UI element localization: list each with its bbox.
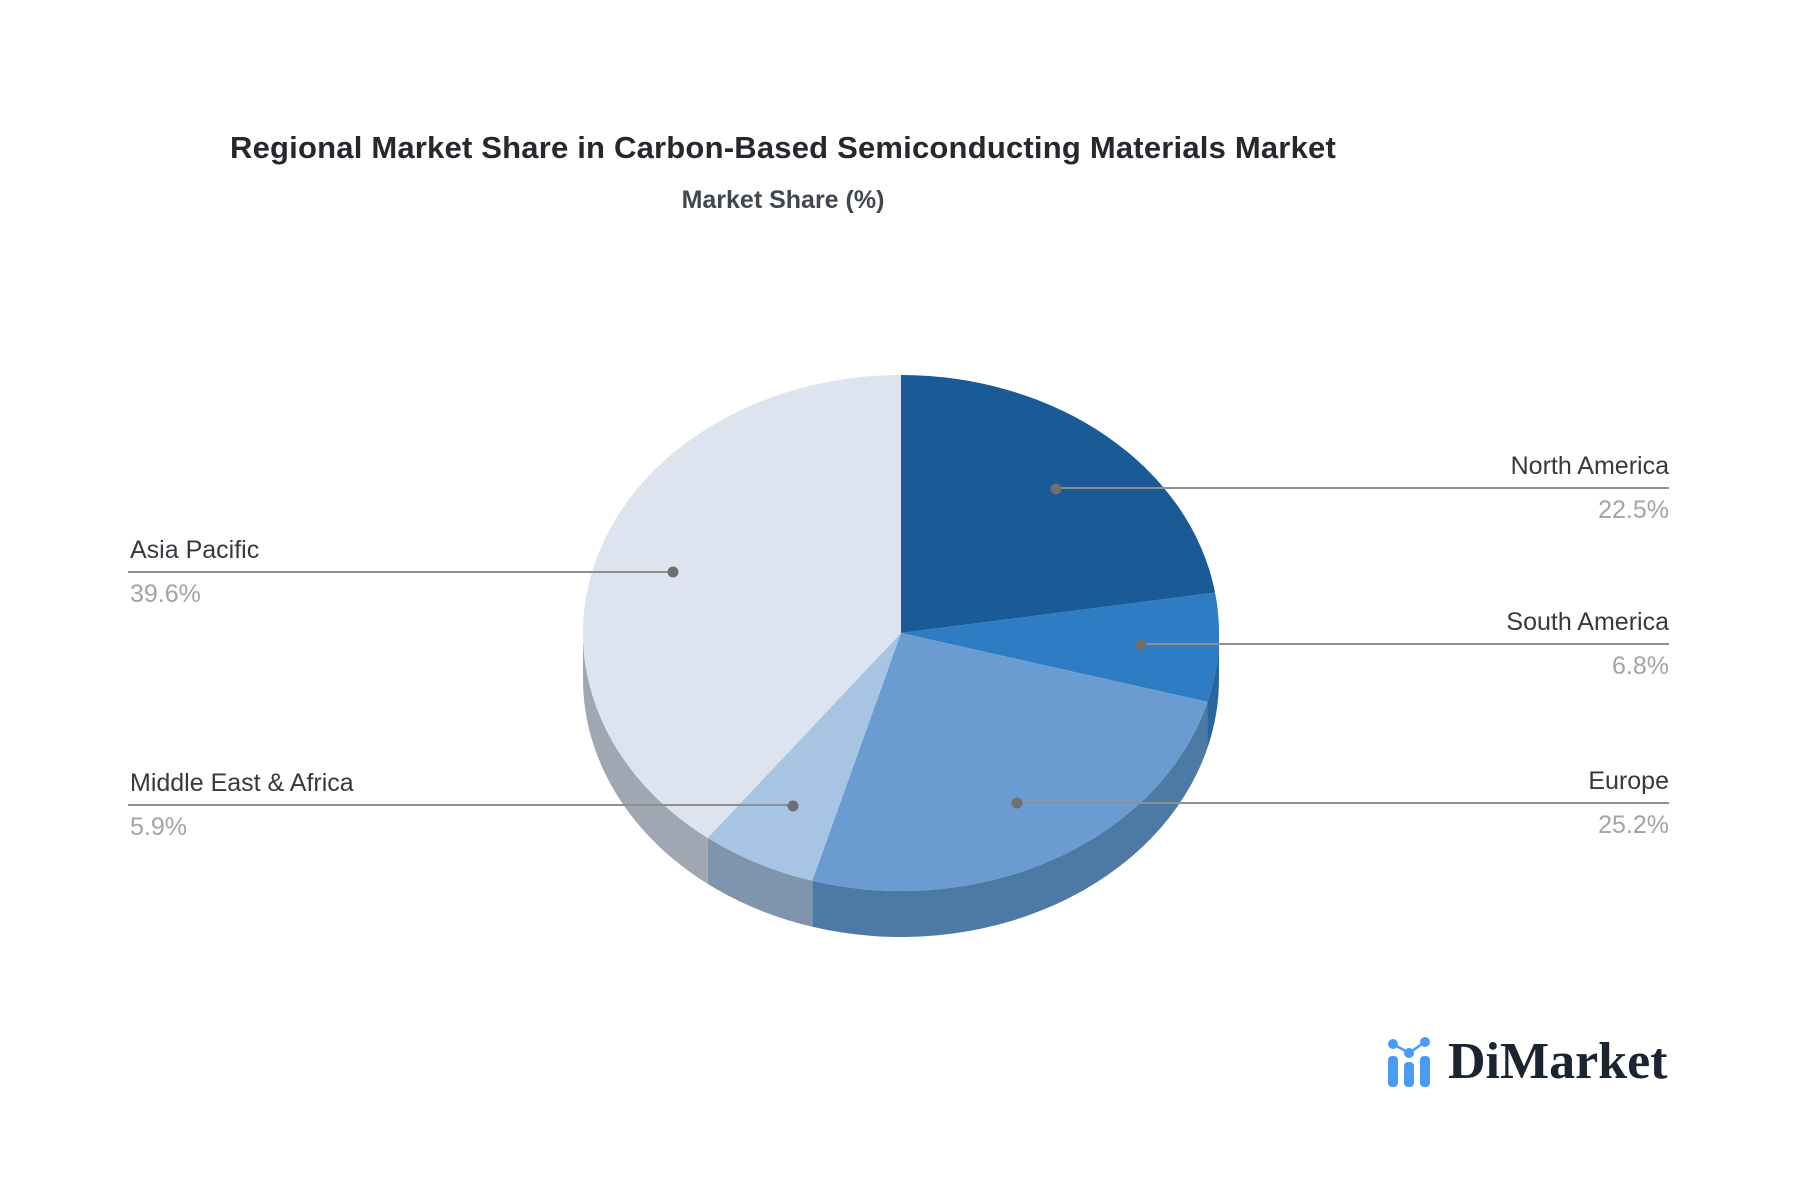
callout-dot-south-america — [1135, 639, 1147, 651]
callout-label-north-america: North America — [1510, 452, 1669, 480]
callout-value-asia-pacific: 39.6% — [130, 580, 201, 608]
callout-label-europe: Europe — [1588, 767, 1669, 795]
pie-slice-asia-pacific[interactable] — [582, 375, 901, 838]
pie-side-south-america — [1207, 633, 1219, 748]
pie-slice-middle-east-africa[interactable] — [707, 633, 901, 881]
pie-side-middle-east-africa — [707, 837, 813, 927]
callout-value-europe: 25.2% — [1598, 811, 1669, 839]
callout-dot-asia-pacific — [667, 566, 679, 578]
callout-label-middle-east-africa: Middle East & Africa — [130, 769, 354, 797]
callout-value-south-america: 6.8% — [1612, 652, 1669, 680]
chart-title: Regional Market Share in Carbon-Based Se… — [230, 130, 1336, 165]
brand-icon — [1388, 1037, 1430, 1087]
callout-value-north-america: 22.5% — [1598, 496, 1669, 524]
chart-subtitle: Market Share (%) — [681, 186, 885, 214]
brand-name: DiMarket — [1448, 1033, 1668, 1090]
callout-dot-north-america — [1050, 483, 1062, 495]
pie-slice-europe[interactable] — [812, 633, 1208, 892]
callout-label-asia-pacific: Asia Pacific — [130, 536, 260, 564]
pie-slice-south-america[interactable] — [901, 592, 1219, 702]
pie-side-asia-pacific — [583, 633, 708, 884]
pie-slice-north-america[interactable] — [901, 375, 1216, 633]
callout-value-middle-east-africa: 5.9% — [130, 813, 187, 841]
callout-dot-middle-east-africa — [787, 800, 799, 812]
pie-side-europe — [812, 701, 1208, 937]
brand-logo: DiMarket — [1388, 1036, 1667, 1088]
callout-dot-europe — [1011, 797, 1023, 809]
callout-label-south-america: South America — [1506, 608, 1669, 636]
